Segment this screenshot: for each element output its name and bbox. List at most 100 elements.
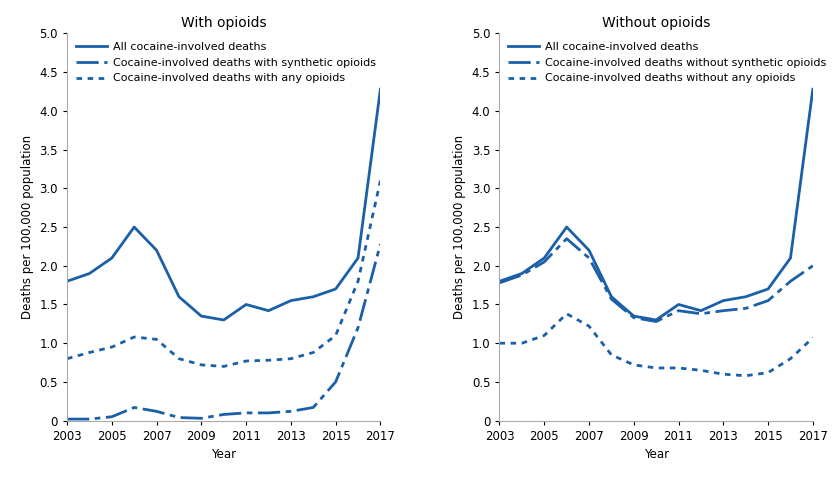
- Cocaine-involved deaths without any opioids: [696, 368, 706, 373]
- Cocaine-involved deaths without any opioids: [584, 323, 594, 329]
- Cocaine-involved deaths without any opioids: [561, 311, 572, 316]
- Cocaine-involved deaths with any opioids: [129, 334, 139, 340]
- Cocaine-involved deaths with synthetic opioids: [152, 409, 162, 414]
- Cocaine-involved deaths with synthetic opioids: [308, 404, 318, 410]
- All cocaine-involved deaths: [196, 313, 206, 319]
- Cocaine-involved deaths without any opioids: [674, 365, 684, 371]
- All cocaine-involved deaths: [174, 294, 184, 300]
- Cocaine-involved deaths with synthetic opioids: [62, 416, 72, 422]
- All cocaine-involved deaths: [106, 255, 116, 261]
- Cocaine-involved deaths without synthetic opioids: [808, 263, 818, 269]
- Cocaine-involved deaths without any opioids: [607, 352, 617, 358]
- Cocaine-involved deaths with any opioids: [263, 358, 273, 363]
- Line: Cocaine-involved deaths without any opioids: Cocaine-involved deaths without any opio…: [499, 314, 813, 376]
- All cocaine-involved deaths: [785, 255, 795, 261]
- Cocaine-involved deaths with any opioids: [106, 344, 116, 350]
- All cocaine-involved deaths: [62, 278, 72, 284]
- Line: Cocaine-involved deaths without synthetic opioids: Cocaine-involved deaths without syntheti…: [499, 239, 813, 322]
- Cocaine-involved deaths with any opioids: [331, 333, 341, 338]
- All cocaine-involved deaths: [561, 224, 572, 230]
- Cocaine-involved deaths without synthetic opioids: [607, 296, 617, 302]
- Cocaine-involved deaths without any opioids: [517, 340, 527, 346]
- X-axis label: Year: Year: [644, 448, 669, 461]
- Y-axis label: Deaths per 100,000 population: Deaths per 100,000 population: [21, 135, 34, 319]
- Cocaine-involved deaths with any opioids: [85, 349, 95, 355]
- Legend: All cocaine-involved deaths, Cocaine-involved deaths without synthetic opioids, : All cocaine-involved deaths, Cocaine-inv…: [505, 39, 830, 87]
- Cocaine-involved deaths without synthetic opioids: [539, 259, 549, 265]
- Cocaine-involved deaths without any opioids: [741, 373, 751, 379]
- All cocaine-involved deaths: [651, 317, 661, 323]
- Cocaine-involved deaths without synthetic opioids: [696, 311, 706, 316]
- Cocaine-involved deaths with synthetic opioids: [263, 410, 273, 416]
- Cocaine-involved deaths with any opioids: [196, 362, 206, 368]
- Line: Cocaine-involved deaths with synthetic opioids: Cocaine-involved deaths with synthetic o…: [67, 244, 380, 419]
- All cocaine-involved deaths: [331, 286, 341, 292]
- All cocaine-involved deaths: [263, 308, 273, 314]
- All cocaine-involved deaths: [607, 294, 617, 300]
- All cocaine-involved deaths: [219, 317, 229, 323]
- Cocaine-involved deaths with synthetic opioids: [286, 409, 296, 414]
- Line: All cocaine-involved deaths: All cocaine-involved deaths: [67, 89, 380, 320]
- Cocaine-involved deaths without synthetic opioids: [763, 298, 773, 304]
- Title: Without opioids: Without opioids: [602, 15, 711, 30]
- Cocaine-involved deaths without synthetic opioids: [674, 308, 684, 314]
- All cocaine-involved deaths: [517, 271, 527, 276]
- Cocaine-involved deaths with synthetic opioids: [129, 404, 139, 410]
- Cocaine-involved deaths without any opioids: [539, 333, 549, 338]
- Y-axis label: Deaths per 100,000 population: Deaths per 100,000 population: [453, 135, 466, 319]
- All cocaine-involved deaths: [152, 248, 162, 253]
- All cocaine-involved deaths: [741, 294, 751, 300]
- Cocaine-involved deaths with synthetic opioids: [241, 410, 251, 416]
- Cocaine-involved deaths with synthetic opioids: [331, 379, 341, 385]
- Cocaine-involved deaths without synthetic opioids: [785, 278, 795, 284]
- Title: With opioids: With opioids: [181, 15, 266, 30]
- Cocaine-involved deaths without synthetic opioids: [494, 280, 504, 286]
- Cocaine-involved deaths without synthetic opioids: [517, 272, 527, 278]
- All cocaine-involved deaths: [241, 302, 251, 307]
- Cocaine-involved deaths with any opioids: [174, 356, 184, 361]
- Cocaine-involved deaths with synthetic opioids: [174, 415, 184, 421]
- Cocaine-involved deaths with any opioids: [353, 278, 363, 284]
- Cocaine-involved deaths with any opioids: [62, 356, 72, 361]
- Cocaine-involved deaths without any opioids: [494, 340, 504, 346]
- All cocaine-involved deaths: [85, 271, 95, 276]
- Cocaine-involved deaths without any opioids: [785, 356, 795, 361]
- Cocaine-involved deaths with any opioids: [241, 358, 251, 364]
- Cocaine-involved deaths without any opioids: [808, 335, 818, 341]
- All cocaine-involved deaths: [129, 224, 139, 230]
- Cocaine-involved deaths without synthetic opioids: [741, 305, 751, 311]
- Cocaine-involved deaths with any opioids: [286, 356, 296, 361]
- Cocaine-involved deaths without any opioids: [651, 365, 661, 371]
- Cocaine-involved deaths with any opioids: [308, 349, 318, 355]
- All cocaine-involved deaths: [494, 278, 504, 284]
- Cocaine-involved deaths with any opioids: [375, 178, 385, 184]
- X-axis label: Year: Year: [211, 448, 236, 461]
- Line: Cocaine-involved deaths with any opioids: Cocaine-involved deaths with any opioids: [67, 181, 380, 367]
- All cocaine-involved deaths: [308, 294, 318, 300]
- All cocaine-involved deaths: [286, 298, 296, 304]
- All cocaine-involved deaths: [808, 87, 818, 92]
- Cocaine-involved deaths with synthetic opioids: [85, 416, 95, 422]
- Cocaine-involved deaths with any opioids: [219, 364, 229, 369]
- Cocaine-involved deaths without any opioids: [718, 371, 728, 377]
- All cocaine-involved deaths: [375, 87, 385, 92]
- Cocaine-involved deaths without synthetic opioids: [561, 236, 572, 241]
- All cocaine-involved deaths: [718, 298, 728, 304]
- All cocaine-involved deaths: [353, 255, 363, 261]
- Cocaine-involved deaths with synthetic opioids: [196, 415, 206, 421]
- Legend: All cocaine-involved deaths, Cocaine-involved deaths with synthetic opioids, Coc: All cocaine-involved deaths, Cocaine-inv…: [73, 39, 379, 87]
- Cocaine-involved deaths with synthetic opioids: [219, 412, 229, 417]
- All cocaine-involved deaths: [696, 308, 706, 314]
- Cocaine-involved deaths without synthetic opioids: [651, 319, 661, 325]
- Cocaine-involved deaths with synthetic opioids: [106, 414, 116, 420]
- Cocaine-involved deaths with synthetic opioids: [375, 241, 385, 247]
- All cocaine-involved deaths: [674, 302, 684, 307]
- All cocaine-involved deaths: [763, 286, 773, 292]
- All cocaine-involved deaths: [584, 248, 594, 253]
- All cocaine-involved deaths: [539, 255, 549, 261]
- Cocaine-involved deaths without synthetic opioids: [628, 315, 639, 321]
- Line: All cocaine-involved deaths: All cocaine-involved deaths: [499, 89, 813, 320]
- Cocaine-involved deaths without any opioids: [763, 370, 773, 376]
- Cocaine-involved deaths without any opioids: [628, 362, 639, 368]
- All cocaine-involved deaths: [628, 313, 639, 319]
